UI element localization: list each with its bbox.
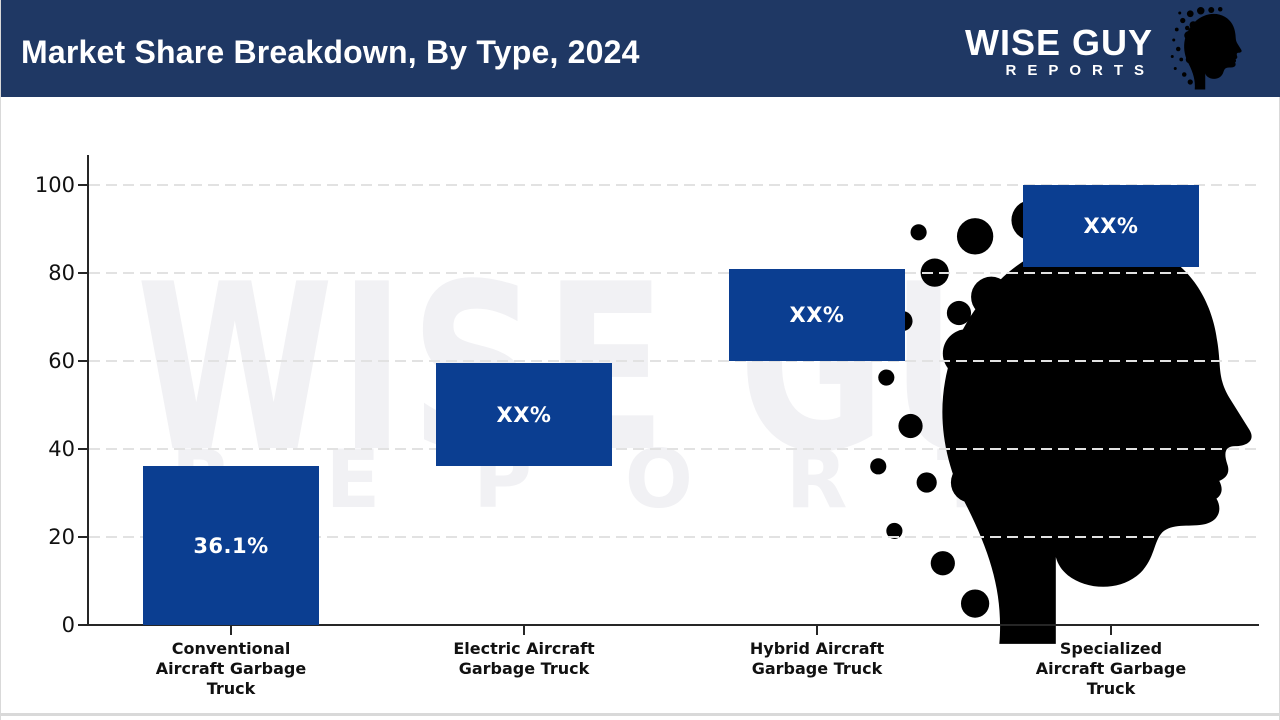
- y-tick-label: 40: [48, 437, 75, 461]
- x-category-label-line: Truck: [206, 679, 256, 698]
- bar-segment: XX%: [1023, 185, 1199, 267]
- bar-value-label: XX%: [789, 303, 845, 327]
- brand-wordmark: WISE GUY: [964, 22, 1153, 63]
- x-category-label: Electric Aircraft Garbage Truck: [394, 639, 654, 679]
- bar-segment: XX%: [436, 363, 612, 467]
- x-category-label: Specialized Aircraft Garbage Truck: [981, 639, 1241, 699]
- bar-value-label: 36.1%: [193, 533, 269, 558]
- x-tick: [1110, 626, 1112, 635]
- y-tick: [78, 272, 87, 274]
- x-category-label-line: Garbage Truck: [751, 659, 883, 678]
- x-category-label-line: Conventional: [171, 639, 291, 658]
- y-tick-label: 60: [48, 349, 75, 373]
- gridline: [89, 448, 1259, 450]
- x-category-label-line: Garbage Truck: [458, 659, 590, 678]
- x-tick: [816, 626, 818, 635]
- gridline: [89, 360, 1259, 362]
- y-axis-line: [87, 155, 89, 626]
- x-category-label: Hybrid Aircraft Garbage Truck: [687, 639, 947, 679]
- y-tick-label: 0: [61, 613, 75, 637]
- header-bar: Market Share Breakdown, By Type, 2024 WI…: [1, 0, 1280, 97]
- x-category-label-line: Aircraft Garbage: [155, 659, 307, 678]
- x-tick: [523, 626, 525, 635]
- gridline: [89, 272, 1259, 274]
- bar-value-label: XX%: [1083, 213, 1139, 238]
- x-category-label-line: Electric Aircraft: [453, 639, 595, 658]
- x-axis-line: [87, 624, 1259, 626]
- bottom-rule: [1, 713, 1280, 716]
- y-tick-label: 80: [48, 261, 75, 285]
- gridline: [89, 184, 1259, 186]
- bar-segment: XX%: [729, 269, 905, 361]
- page-title: Market Share Breakdown, By Type, 2024: [21, 34, 640, 70]
- y-tick: [78, 360, 87, 362]
- x-category-label-line: Specialized: [1059, 639, 1163, 658]
- x-category-label-line: Aircraft Garbage: [1035, 659, 1187, 678]
- gridline: [89, 536, 1259, 538]
- x-category-label: Conventional Aircraft Garbage Truck: [101, 639, 361, 699]
- x-category-label-line: Truck: [1086, 679, 1136, 698]
- y-tick-label: 20: [48, 525, 75, 549]
- bar-segment: 36.1%: [143, 466, 319, 625]
- y-tick-label: 100: [34, 173, 75, 197]
- brand-reports-label: REPORTS: [1005, 62, 1155, 79]
- brand-head-icon: [1170, 7, 1242, 90]
- y-tick: [78, 184, 87, 186]
- y-tick: [78, 448, 87, 450]
- y-tick: [78, 536, 87, 538]
- x-tick: [230, 626, 232, 635]
- bar-value-label: XX%: [496, 402, 552, 427]
- x-category-label-line: Hybrid Aircraft: [749, 639, 885, 658]
- brand-logo: WISE GUY REPORTS: [965, 0, 1273, 97]
- y-tick: [78, 624, 87, 626]
